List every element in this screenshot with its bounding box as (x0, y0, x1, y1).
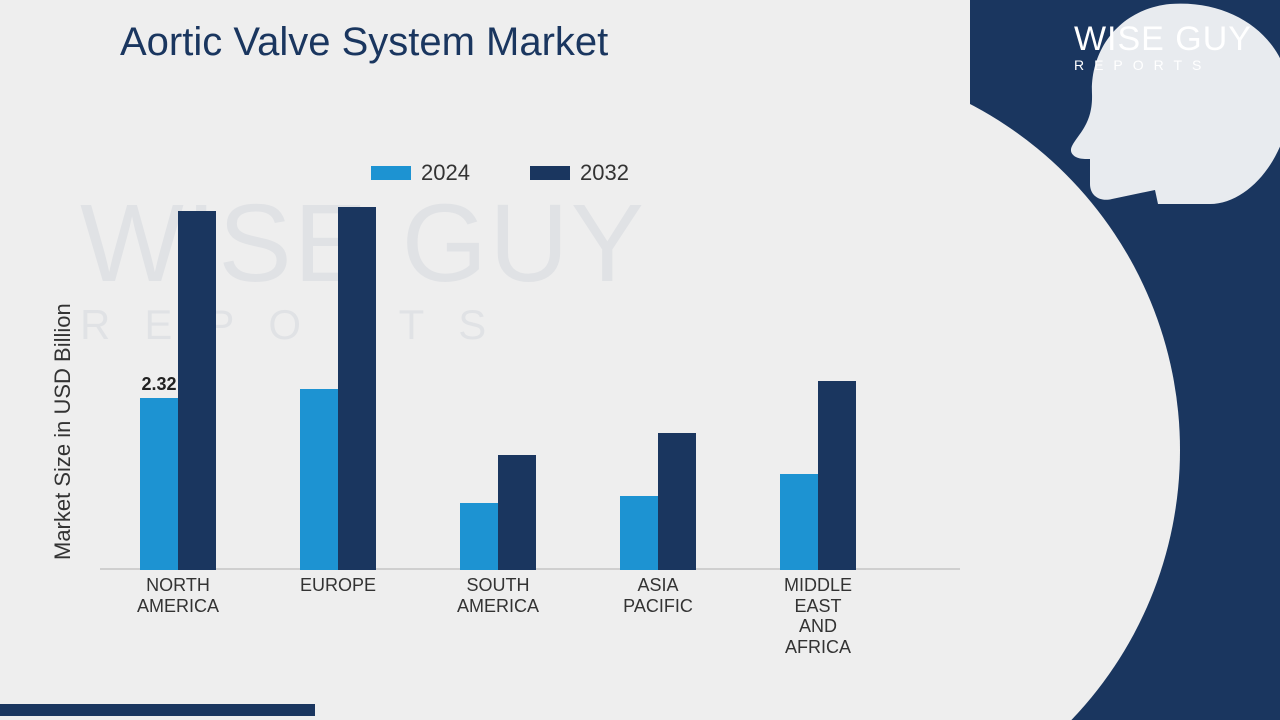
bar (338, 207, 376, 570)
brand-logo: WISE GUY REPORTS (1074, 22, 1252, 72)
bar-group: 2.32 (140, 211, 216, 570)
bar (178, 211, 216, 570)
bar (658, 433, 696, 570)
x-axis-label: MIDDLEEASTANDAFRICA (748, 575, 888, 658)
bar-group (300, 207, 376, 570)
legend-label: 2024 (421, 160, 470, 186)
chart-legend: 2024 2032 (0, 160, 1000, 186)
bar-group (620, 433, 696, 570)
legend-swatch (371, 166, 411, 180)
legend-item: 2032 (530, 160, 629, 186)
x-axis-labels: NORTHAMERICA EUROPE SOUTHAMERICA ASIAPACIFI… (100, 575, 960, 695)
brand-line2: REPORTS (1074, 58, 1252, 72)
bar: 2.32 (140, 398, 178, 570)
x-axis-label: ASIAPACIFIC (588, 575, 728, 616)
legend-label: 2032 (580, 160, 629, 186)
bar (780, 474, 818, 570)
x-axis-label: EUROPE (268, 575, 408, 596)
legend-swatch (530, 166, 570, 180)
y-axis-label: Market Size in USD Billion (50, 303, 76, 560)
x-axis-label: NORTHAMERICA (108, 575, 248, 616)
bar-group (460, 455, 536, 570)
bar (818, 381, 856, 570)
brand-line1: WISE GUY (1074, 22, 1252, 56)
bar (300, 389, 338, 570)
footer-accent-bar (0, 704, 315, 716)
legend-item: 2024 (371, 160, 470, 186)
bar (460, 503, 498, 570)
chart-stage: WISE GUY REPORTS WISE GUY REPORTS Aortic… (0, 0, 1280, 720)
x-axis-label: SOUTHAMERICA (428, 575, 568, 616)
bar (498, 455, 536, 570)
bar-value-label: 2.32 (140, 374, 178, 395)
bar-group (780, 381, 856, 570)
bar (620, 496, 658, 570)
chart-title: Aortic Valve System Market (120, 20, 608, 65)
chart-plot-area: 2.32 (100, 200, 960, 570)
